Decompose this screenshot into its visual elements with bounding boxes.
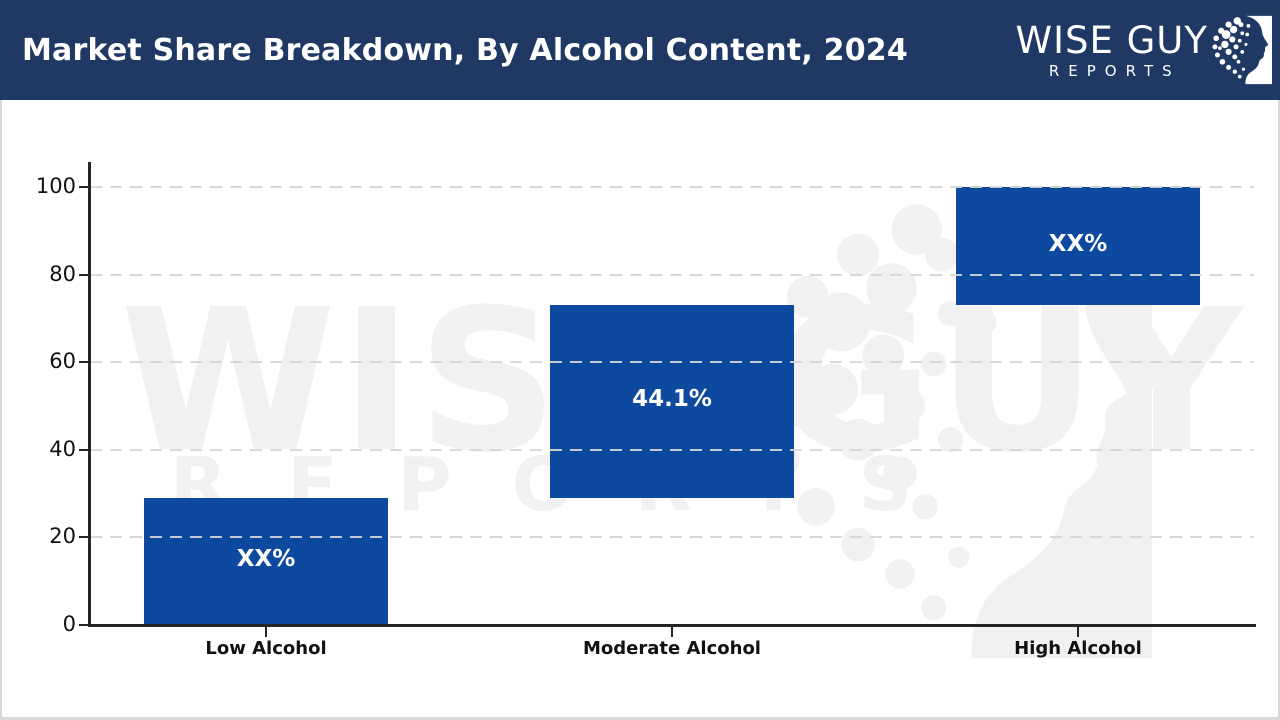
logo-text: WISE GUY REPORTS	[1016, 22, 1208, 79]
x-tick-mark	[265, 627, 267, 637]
bar-high-alcohol	[956, 187, 1200, 305]
y-axis-line	[88, 162, 91, 627]
y-tick-mark	[79, 273, 90, 276]
logo-face-icon	[1210, 10, 1272, 90]
bar-value-label: 44.1%	[632, 386, 712, 413]
y-tick-label: 40	[49, 436, 76, 461]
gridline-80	[90, 273, 1254, 276]
x-axis-line	[88, 624, 1256, 627]
y-tick-mark	[79, 624, 90, 626]
bar-moderate-alcohol	[550, 304, 794, 498]
y-tick-mark	[79, 536, 90, 539]
bar-value-label: XX%	[1048, 230, 1108, 257]
gridline-40	[90, 448, 1254, 451]
logo-subtitle: REPORTS	[1048, 61, 1181, 80]
wise-guy-logo: WISE GUY REPORTS	[1016, 6, 1272, 94]
bar-value-label: XX%	[236, 546, 296, 573]
gridline-20	[90, 536, 1254, 539]
plot-area: 0 20 40 60 80 100 XX% 44.1% XX% Low Alcohol Modera…	[2, 100, 1278, 717]
x-tick-label-2: High Alcohol	[1014, 638, 1142, 659]
y-tick-mark	[79, 186, 90, 188]
x-tick-label-0: Low Alcohol	[205, 638, 327, 659]
logo-wordmark: WISE GUY	[1015, 18, 1208, 62]
y-tick-mark	[79, 361, 90, 364]
y-tick-label: 0	[62, 612, 76, 636]
gridline-100	[90, 186, 1254, 188]
gridline-60	[90, 361, 1254, 364]
chart-region: WISE GUY REPORTS 020406080100XX%44.1%XX%…	[0, 100, 1280, 720]
y-tick-label: 20	[49, 524, 76, 549]
y-tick-label: 100	[35, 174, 76, 198]
page-header: Market Share Breakdown, By Alcohol Conte…	[0, 0, 1280, 100]
chart-title: Market Share Breakdown, By Alcohol Conte…	[22, 32, 908, 68]
y-tick-mark	[79, 448, 90, 451]
x-tick-mark	[1077, 627, 1079, 637]
bar-low-alcohol	[144, 497, 388, 625]
x-tick-label-1: Moderate Alcohol	[583, 638, 761, 659]
y-tick-label: 80	[49, 261, 76, 286]
x-tick-mark	[671, 627, 673, 637]
y-tick-label: 60	[49, 349, 76, 374]
